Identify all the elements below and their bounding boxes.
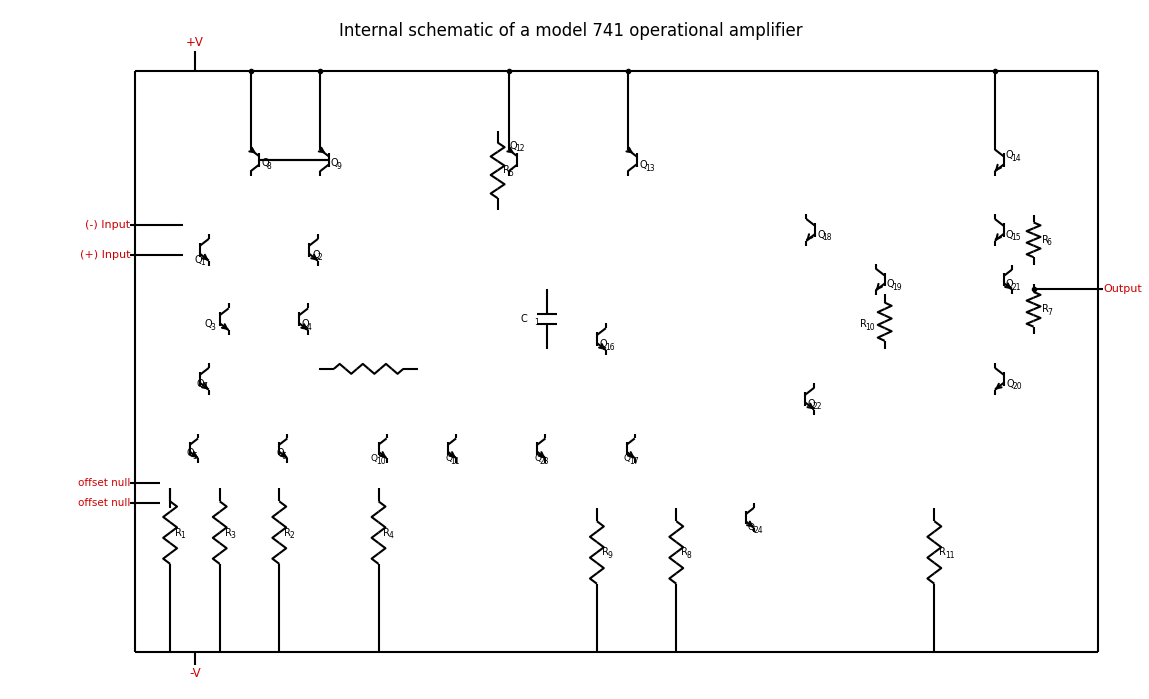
Text: 7: 7 — [202, 382, 207, 391]
Text: Q: Q — [748, 523, 755, 532]
Text: Q: Q — [195, 254, 202, 265]
Text: R: R — [859, 319, 866, 329]
Text: Q: Q — [624, 454, 631, 463]
Text: 16: 16 — [606, 343, 615, 352]
Text: 4: 4 — [390, 531, 394, 540]
Text: 24: 24 — [754, 526, 763, 535]
Text: 15: 15 — [1011, 233, 1020, 243]
Text: 3: 3 — [230, 531, 236, 540]
Text: 8: 8 — [267, 162, 271, 171]
Text: +V: +V — [186, 36, 203, 49]
Text: Q: Q — [534, 454, 541, 463]
Text: 20: 20 — [1012, 382, 1021, 391]
Text: 1: 1 — [534, 318, 539, 326]
Text: Internal schematic of a model 741 operational amplifier: Internal schematic of a model 741 operat… — [339, 22, 803, 41]
Text: 19: 19 — [892, 283, 902, 292]
Text: Q: Q — [640, 160, 647, 171]
Text: 10: 10 — [865, 323, 876, 331]
Text: Q: Q — [1005, 280, 1013, 289]
Text: 14: 14 — [1011, 154, 1020, 163]
Text: 10: 10 — [376, 456, 386, 466]
Text: 18: 18 — [823, 233, 832, 243]
Text: 5: 5 — [192, 452, 198, 461]
Text: R: R — [939, 547, 946, 558]
Text: R: R — [384, 528, 391, 538]
Text: 17: 17 — [630, 456, 639, 466]
Text: R: R — [284, 528, 291, 538]
Text: Q: Q — [817, 230, 825, 240]
Text: R: R — [1041, 304, 1048, 315]
Text: 9: 9 — [337, 162, 341, 171]
Text: 2: 2 — [290, 531, 294, 540]
Text: (-) Input: (-) Input — [85, 220, 131, 230]
Text: R: R — [1041, 235, 1048, 245]
Text: Q: Q — [331, 159, 339, 168]
Text: 6: 6 — [1047, 238, 1051, 247]
Text: Output: Output — [1103, 284, 1142, 294]
Text: R: R — [225, 528, 232, 538]
Text: Q: Q — [887, 280, 894, 289]
Text: Q: Q — [371, 454, 378, 463]
Text: Q: Q — [600, 339, 608, 349]
Text: 4: 4 — [307, 323, 311, 331]
Text: 11: 11 — [450, 456, 460, 466]
Text: Q: Q — [301, 319, 309, 329]
Text: Q: Q — [509, 140, 517, 150]
Text: -V: -V — [190, 667, 201, 679]
Text: Q: Q — [1005, 150, 1013, 161]
Text: 12: 12 — [515, 144, 524, 153]
Text: Q: Q — [313, 250, 319, 260]
Text: 13: 13 — [645, 164, 655, 173]
Text: 6: 6 — [282, 452, 286, 461]
Text: Q: Q — [262, 159, 269, 168]
Text: R: R — [175, 528, 182, 538]
Text: Q: Q — [205, 319, 213, 329]
Text: Q: Q — [808, 398, 815, 409]
Text: Q: Q — [196, 379, 205, 389]
Text: 23: 23 — [540, 456, 549, 466]
Text: 22: 22 — [812, 402, 823, 411]
Text: offset null: offset null — [78, 498, 131, 508]
Text: 7: 7 — [1047, 308, 1051, 317]
Text: 3: 3 — [210, 323, 215, 331]
Text: 11: 11 — [944, 551, 955, 560]
Text: C: C — [520, 315, 527, 324]
Text: 1: 1 — [180, 531, 185, 540]
Text: Q: Q — [1005, 230, 1013, 240]
Text: 2: 2 — [317, 253, 322, 262]
Text: Q: Q — [276, 448, 284, 459]
Text: R: R — [502, 166, 509, 175]
Text: 9: 9 — [608, 551, 612, 560]
Text: 8: 8 — [687, 551, 692, 560]
Text: (+) Input: (+) Input — [80, 250, 131, 260]
Text: 1: 1 — [200, 258, 206, 267]
Text: R: R — [681, 547, 688, 558]
Text: Q: Q — [445, 454, 452, 463]
Text: offset null: offset null — [78, 478, 131, 488]
Text: 5: 5 — [508, 169, 512, 178]
Text: 21: 21 — [1011, 283, 1020, 292]
Text: R: R — [602, 547, 609, 558]
Text: Q: Q — [1007, 379, 1015, 389]
Text: Q: Q — [187, 448, 194, 459]
